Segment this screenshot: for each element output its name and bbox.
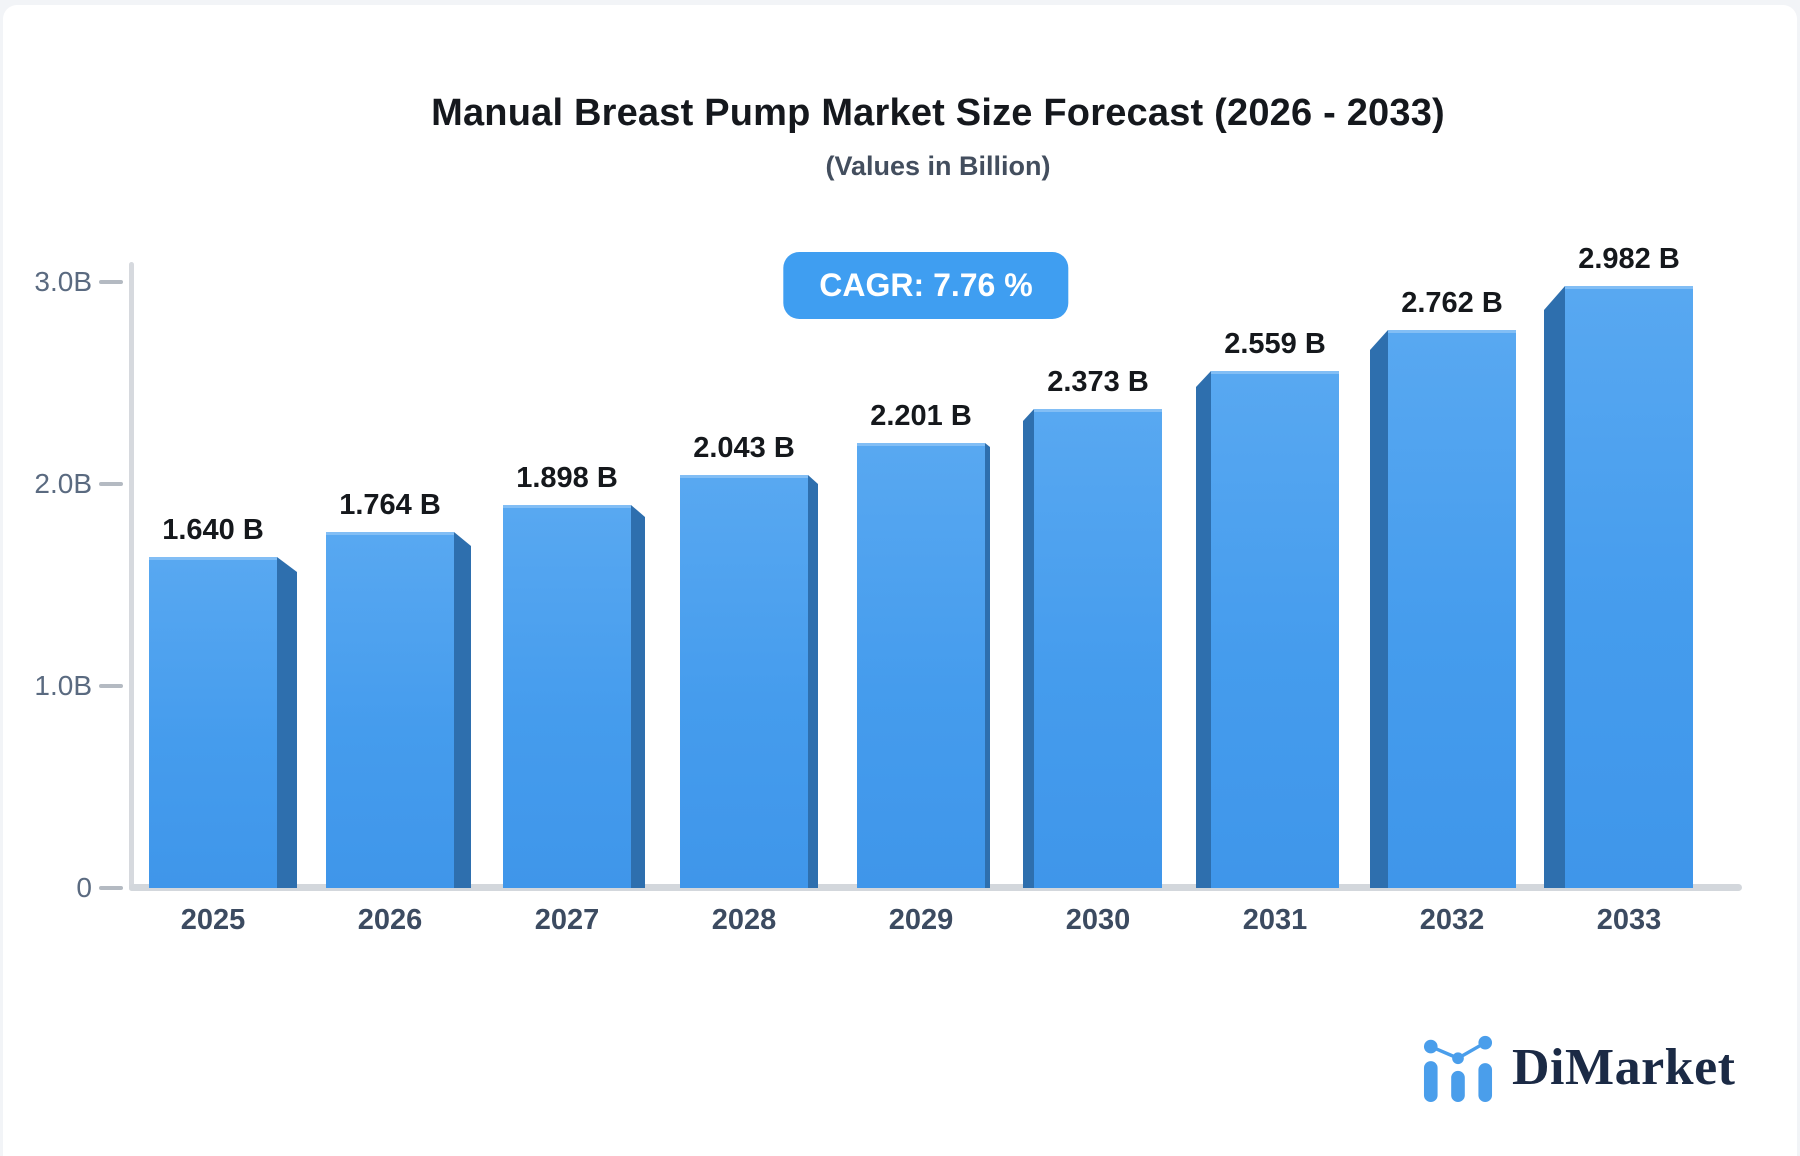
bar-front-face — [680, 475, 808, 888]
bar-side-face — [277, 557, 297, 888]
bar-front-face — [1211, 371, 1339, 888]
bar-2031: 2.559 B — [1196, 328, 1339, 888]
y-axis-tick-label: 2.0B — [34, 468, 92, 499]
dimarket-logo-icon — [1423, 1035, 1493, 1102]
bar-side-face — [1544, 286, 1565, 888]
x-axis-tick-label: 2029 — [888, 904, 954, 936]
bar-2033: 2.982 B — [1544, 243, 1693, 888]
bar-side-face — [454, 532, 471, 888]
bar-value-label: 2.559 B — [1224, 328, 1326, 360]
bar-side-face — [1196, 371, 1211, 888]
bar-2029: 2.201 B — [857, 400, 990, 888]
bar-value-label: 1.898 B — [516, 462, 618, 494]
y-axis-tick-label: 0 — [76, 872, 92, 903]
bar-front-face — [857, 443, 985, 888]
bar-value-label: 2.373 B — [1047, 366, 1149, 398]
y-axis-line — [129, 262, 134, 891]
bar-front-face — [326, 532, 454, 888]
bar-side-face — [808, 475, 818, 888]
bar-value-label: 2.043 B — [693, 432, 795, 464]
y-axis-tick-label: 3.0B — [34, 266, 92, 297]
bar-side-face — [631, 505, 645, 888]
x-axis-tick-label: 2028 — [711, 904, 777, 936]
bar-value-label: 1.640 B — [162, 514, 264, 546]
y-axis-tick-mark — [99, 886, 123, 890]
x-axis-tick-label: 2033 — [1596, 904, 1662, 936]
y-axis-tick-mark — [99, 684, 123, 688]
chart-header: Manual Breast Pump Market Size Forecast … — [76, 92, 1800, 182]
bar-value-label: 2.201 B — [870, 400, 972, 432]
bar-2027: 1.898 B — [503, 462, 645, 888]
x-axis-tick-label: 2031 — [1242, 904, 1308, 936]
y-axis-tick-label: 1.0B — [34, 670, 92, 701]
bar-2032: 2.762 B — [1370, 287, 1516, 888]
y-axis-tick-mark — [99, 482, 123, 486]
bar-front-face — [1388, 330, 1516, 888]
bar-2028: 2.043 B — [680, 432, 818, 888]
x-axis-tick-label: 2030 — [1065, 904, 1131, 936]
y-axis-tick-mark — [99, 280, 123, 284]
bar-value-label: 2.762 B — [1401, 287, 1503, 319]
bar-front-face — [1565, 286, 1693, 888]
x-axis-tick-label: 2032 — [1419, 904, 1485, 936]
brand-logo: DiMarket — [1422, 1032, 1735, 1102]
x-axis-tick-label: 2025 — [180, 904, 246, 936]
bar-2030: 2.373 B — [1023, 366, 1162, 888]
bar-front-face — [1034, 409, 1162, 888]
logo-text: DiMarket — [1512, 1038, 1736, 1096]
page-subtitle: (Values in Billion) — [825, 151, 1051, 181]
bar-side-face — [1023, 409, 1034, 888]
bar-front-face — [149, 557, 277, 888]
bar-2026: 1.764 B — [326, 489, 471, 888]
page-title: Manual Breast Pump Market Size Forecast … — [431, 92, 1445, 134]
bar-value-label: 2.982 B — [1578, 243, 1680, 275]
bar-side-face — [985, 443, 990, 888]
bar-front-face — [503, 505, 631, 888]
bar-value-label: 1.764 B — [339, 489, 441, 521]
cagr-badge: CAGR: 7.76 % — [783, 252, 1069, 319]
x-axis-tick-label: 2026 — [357, 904, 423, 936]
bar-side-face — [1370, 330, 1388, 888]
bar-2025: 1.640 B — [149, 514, 297, 888]
x-axis-tick-label: 2027 — [534, 904, 600, 936]
